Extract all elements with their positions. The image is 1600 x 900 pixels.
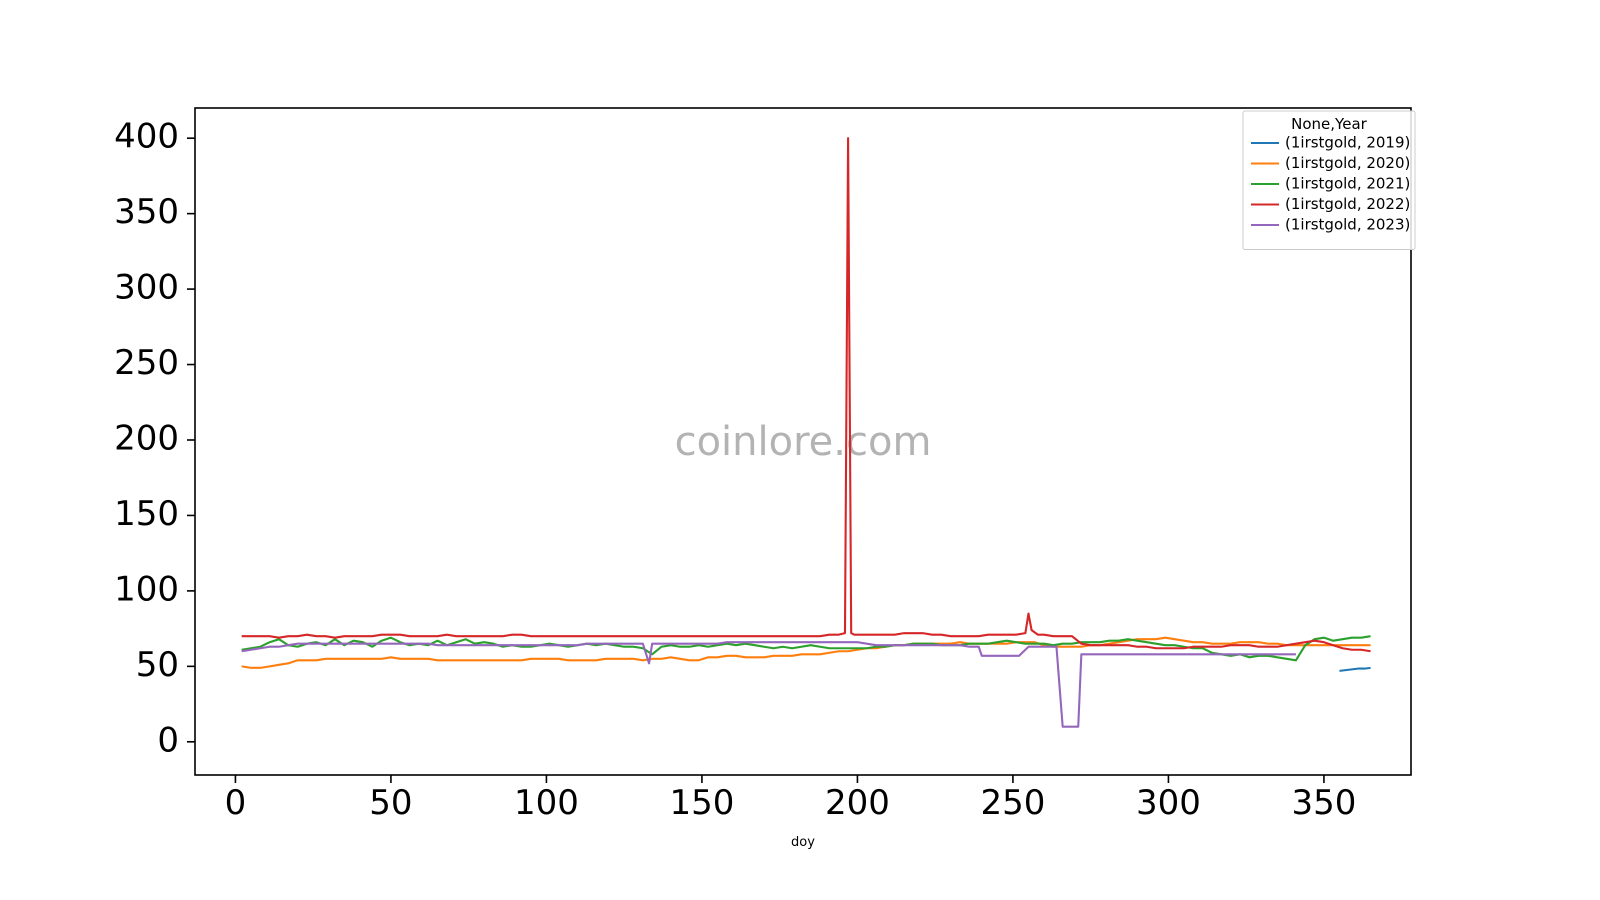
series-line-3 — [241, 137, 1371, 653]
x-tick-label: 350 — [1291, 783, 1356, 823]
legend-label-1[interactable]: (1irstgold, 2020) — [1285, 154, 1410, 172]
y-tick-label: 200 — [114, 418, 179, 458]
x-tick-label: 50 — [369, 783, 412, 823]
axes-area — [194, 107, 1412, 776]
data-series-lines — [241, 137, 1371, 728]
legend-label-2[interactable]: (1irstgold, 2021) — [1285, 175, 1410, 193]
legend-title: None,Year — [1291, 115, 1367, 133]
series-line-0 — [1339, 666, 1371, 672]
axis-tick-labels: 0 50 100 150 200 250 300 350 400 0 50 100 150 200 250 3… — [114, 117, 1356, 823]
x-tick-label: 300 — [1136, 783, 1201, 823]
legend-label-0[interactable]: (1irstgold, 2019) — [1285, 134, 1410, 152]
y-tick-label: 400 — [114, 117, 179, 157]
x-tick-label: 100 — [514, 783, 579, 823]
y-tick-label: 250 — [114, 343, 179, 383]
series-line-4 — [241, 641, 1296, 728]
y-tick-label: 0 — [157, 720, 179, 760]
x-tick-label: 0 — [225, 783, 247, 823]
y-tick-label: 300 — [114, 268, 179, 308]
plot-frame — [194, 107, 1412, 776]
x-axis-label: doy — [791, 835, 815, 850]
series-line-1 — [241, 636, 1371, 669]
chart-legend[interactable]: None,Year(1irstgold, 2019) (1irstgold, 20… — [1242, 110, 1416, 250]
legend-label-4[interactable]: (1irstgold, 2023) — [1285, 216, 1410, 234]
y-tick-label: 100 — [114, 569, 179, 609]
x-tick-label: 250 — [980, 783, 1045, 823]
watermark-label: coinlore.com — [675, 419, 932, 465]
x-tick-label: 200 — [825, 783, 890, 823]
y-tick-label: 150 — [114, 494, 179, 534]
axis-ticks — [187, 137, 1325, 783]
legend-label-3[interactable]: (1irstgold, 2022) — [1285, 195, 1410, 213]
legend-background — [1242, 110, 1416, 250]
y-tick-label: 350 — [114, 192, 179, 232]
x-tick-label: 150 — [669, 783, 734, 823]
y-tick-label: 50 — [136, 645, 179, 685]
